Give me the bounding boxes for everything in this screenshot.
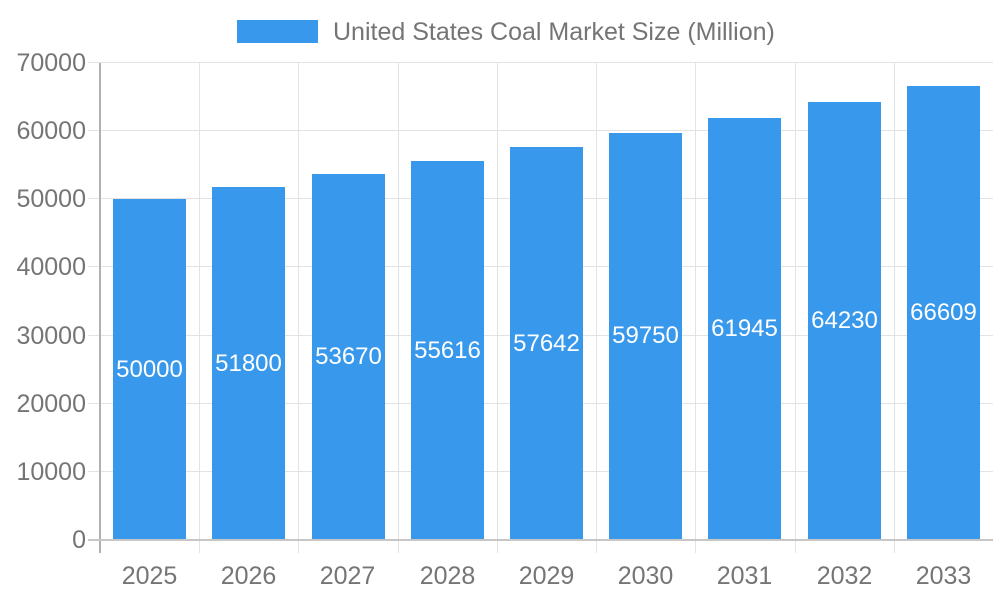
y-tick-label-20000: 20000 [16, 390, 86, 418]
x-tick-label-2031: 2031 [716, 562, 773, 590]
x-tick-label-2032: 2032 [816, 562, 873, 590]
x-tick-label-2030: 2030 [617, 562, 674, 590]
x-tick-label-2026: 2026 [220, 562, 277, 590]
gridline-h-70000 [88, 62, 993, 63]
x-tick-label-2025: 2025 [121, 562, 178, 590]
y-tick-label-30000: 30000 [16, 322, 86, 350]
gridline-v-7 [795, 63, 796, 553]
bar-2028[interactable] [411, 161, 484, 539]
bar-2032[interactable] [808, 102, 881, 539]
x-tick-label-2029: 2029 [518, 562, 575, 590]
y-tick-label-40000: 40000 [16, 253, 86, 281]
gridline-v-3 [398, 63, 399, 553]
x-axis-line [88, 539, 993, 541]
bar-value-label-2028: 55616 [414, 337, 481, 364]
gridline-h-60000 [88, 130, 993, 131]
bar-2033[interactable] [907, 86, 980, 539]
bar-2029[interactable] [510, 147, 583, 539]
y-axis-line [99, 63, 101, 553]
y-tick-label-70000: 70000 [16, 49, 86, 77]
bar-value-label-2032: 64230 [811, 307, 878, 334]
bar-value-label-2025: 50000 [116, 356, 183, 383]
legend[interactable]: United States Coal Market Size (Million) [0, 0, 1000, 56]
gridline-v-5 [596, 63, 597, 553]
gridline-v-4 [497, 63, 498, 553]
gridline-v-6 [695, 63, 696, 553]
bar-2030[interactable] [609, 133, 682, 539]
y-tick-label-50000: 50000 [16, 185, 86, 213]
y-tick-label-10000: 10000 [16, 458, 86, 486]
bar-2025[interactable] [113, 199, 186, 539]
legend-label: United States Coal Market Size (Million) [333, 18, 775, 46]
legend-swatch [237, 20, 318, 43]
y-tick-label-0: 0 [72, 526, 86, 554]
x-tick-label-2028: 2028 [419, 562, 476, 590]
bar-value-label-2029: 57642 [513, 330, 580, 357]
bar-value-label-2031: 61945 [711, 315, 778, 342]
bar-value-label-2033: 66609 [910, 299, 977, 326]
y-tick-label-60000: 60000 [16, 117, 86, 145]
bar-value-label-2030: 59750 [612, 322, 679, 349]
bar-value-label-2027: 53670 [315, 343, 382, 370]
bar-2031[interactable] [708, 118, 781, 539]
bar-2027[interactable] [312, 174, 385, 539]
gridline-v-8 [894, 63, 895, 553]
gridline-v-1 [199, 63, 200, 553]
x-tick-label-2027: 2027 [319, 562, 376, 590]
x-tick-label-2033: 2033 [915, 562, 972, 590]
gridline-v-2 [298, 63, 299, 553]
bar-value-label-2026: 51800 [215, 350, 282, 377]
bar-2026[interactable] [212, 187, 285, 539]
